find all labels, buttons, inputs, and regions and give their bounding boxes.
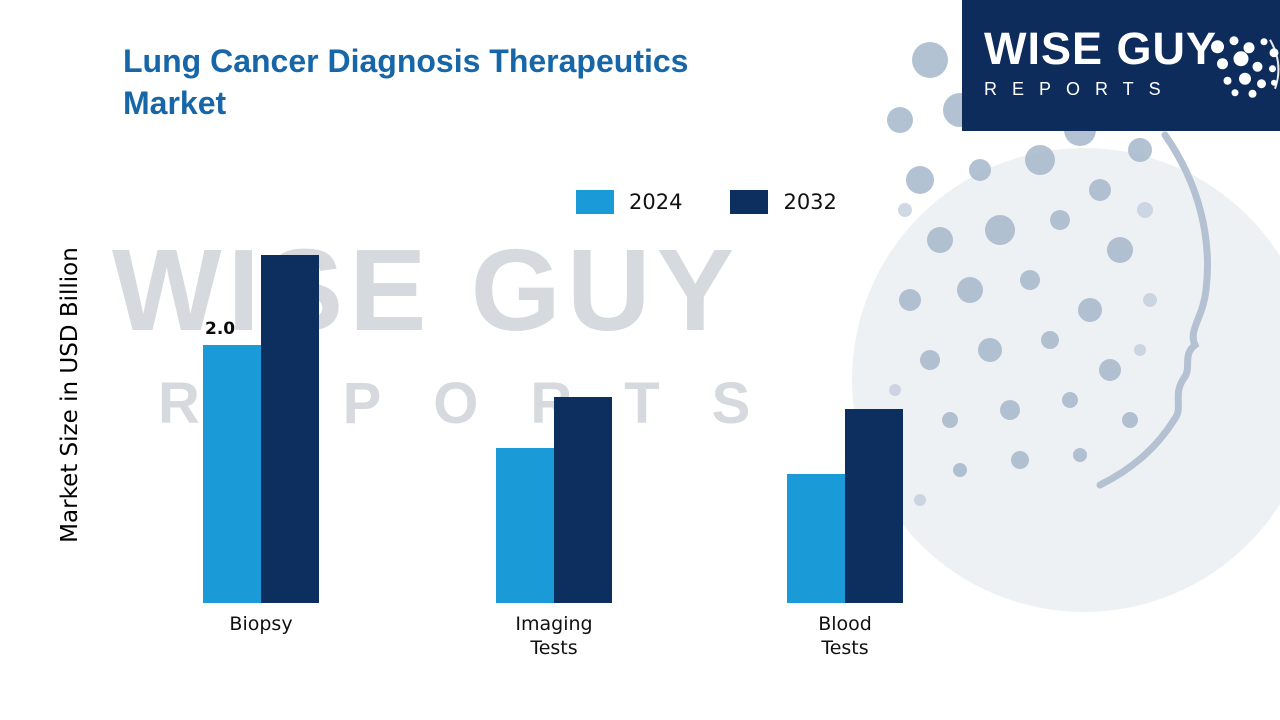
- legend-label-2032: 2032: [783, 190, 837, 214]
- page-title: Lung Cancer Diagnosis Therapeutics Marke…: [123, 43, 689, 122]
- bar-chart: 2.0 Biopsy Imaging Tests Blood Tests: [150, 210, 930, 659]
- legend-label-2024: 2024: [629, 190, 683, 214]
- bar-2032: [845, 409, 903, 603]
- bar-group: 2.0 Biopsy: [203, 255, 319, 635]
- legend-swatch-2024: [576, 190, 614, 214]
- logo: WISE GUY REPORTS: [962, 0, 1280, 131]
- logo-text: WISE GUY REPORTS: [984, 26, 1217, 100]
- legend-item-2032: 2032: [730, 190, 837, 214]
- category-label: Blood Tests: [818, 613, 872, 659]
- logo-head-dots-icon: [1211, 36, 1280, 98]
- bar-group: Blood Tests: [787, 409, 903, 659]
- bar-2032: [554, 397, 612, 603]
- bar-2024: 2.0: [203, 319, 261, 603]
- legend-item-2024: 2024: [576, 190, 682, 214]
- logo-wordmark: WISE GUY: [984, 23, 1218, 74]
- watermark-line1: WISE GUY: [112, 225, 741, 355]
- category-label: Imaging Tests: [515, 613, 593, 659]
- category-label: Biopsy: [229, 613, 293, 635]
- logo-subtitle: REPORTS: [984, 79, 1176, 99]
- y-axis-label: Market Size in USD Billion: [57, 247, 83, 543]
- bar-2032: [261, 255, 319, 603]
- chart-legend: 2024 2032: [576, 190, 837, 214]
- bar-value-label: 2.0: [205, 319, 236, 339]
- bar-2024: [496, 448, 554, 603]
- legend-swatch-2032: [730, 190, 769, 214]
- bar-2024: [787, 474, 845, 603]
- bar-group: Imaging Tests: [496, 397, 612, 659]
